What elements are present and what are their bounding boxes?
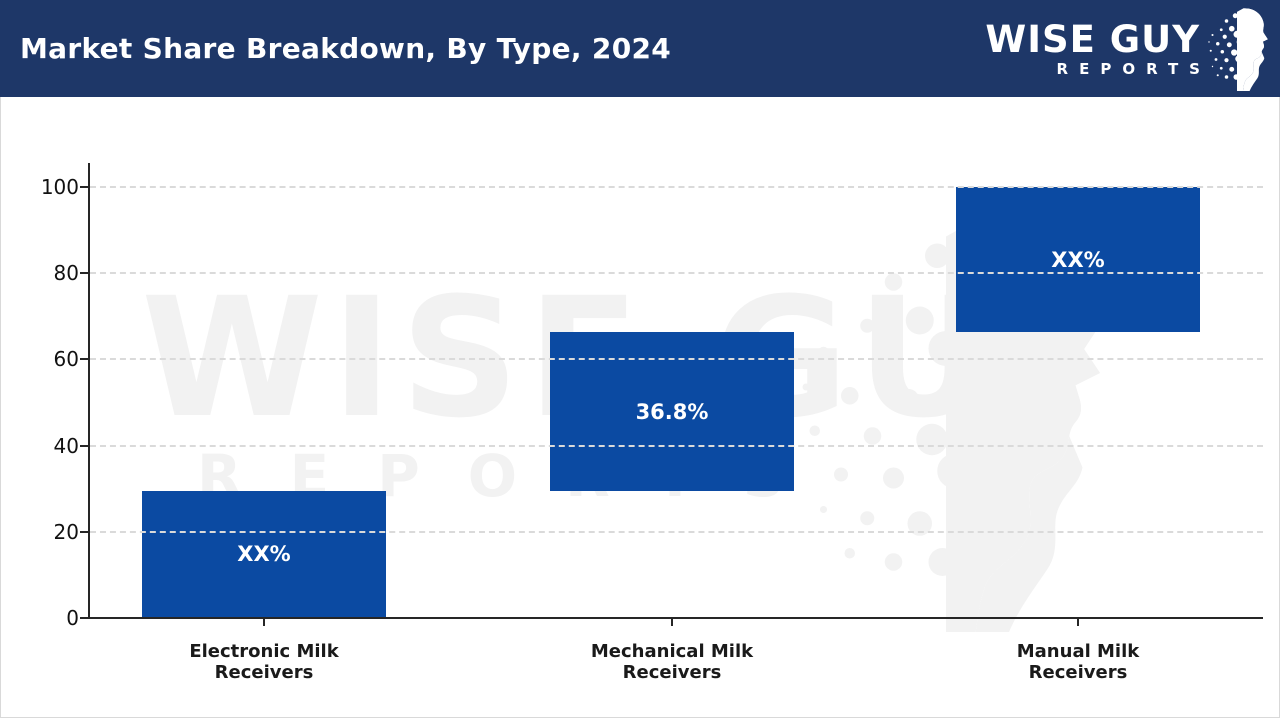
y-tick-label-60: 60 xyxy=(53,347,79,372)
gridline-40 xyxy=(90,444,1263,447)
y-tick-mark-100 xyxy=(80,186,88,188)
gridline-20 xyxy=(90,530,1263,533)
gridline-80 xyxy=(90,272,1263,275)
bar-value-label: 36.8% xyxy=(635,399,709,424)
x-category-label-line: Receivers xyxy=(1028,662,1128,683)
header-bar: Market Share Breakdown, By Type, 2024 WI… xyxy=(0,0,1280,97)
x-category-label-line: Receivers xyxy=(622,662,722,683)
x-tick-mark-2 xyxy=(671,619,673,626)
brand-name: WISE GUY xyxy=(985,17,1200,61)
brand-subtitle: REPORTS xyxy=(1056,59,1211,78)
x-category-label: Mechanical Milk Receivers xyxy=(522,641,822,683)
y-tick-mark-60 xyxy=(80,358,88,361)
x-category-label-line: Receivers xyxy=(214,662,314,683)
x-axis-line xyxy=(88,617,1263,619)
chart-area: WISE GUY REPORTS XX% 36.8% XX% 0 20 40 60 80 10… xyxy=(0,97,1280,718)
wise-guy-face-icon xyxy=(1202,7,1272,92)
bar-3 xyxy=(956,187,1200,333)
plot-region: XX% 36.8% XX% xyxy=(90,186,1263,618)
y-tick-mark-0 xyxy=(80,617,88,619)
y-tick-mark-20 xyxy=(80,530,88,533)
bar-value-label: XX% xyxy=(237,542,291,567)
gridline-100 xyxy=(90,186,1263,188)
gridline-60 xyxy=(90,358,1263,361)
bar-1 xyxy=(142,490,386,618)
y-tick-label-40: 40 xyxy=(53,433,79,458)
x-category-label-line: Mechanical Milk xyxy=(590,641,754,662)
y-tick-label-20: 20 xyxy=(53,519,79,544)
brand-logo-text: WISE GUY REPORTS xyxy=(985,17,1200,78)
x-category-label: Manual Milk Receivers xyxy=(928,641,1228,683)
x-category-label: Electronic Milk Receivers xyxy=(114,641,414,683)
y-tick-mark-40 xyxy=(80,444,88,447)
y-tick-label-80: 80 xyxy=(53,261,79,286)
y-tick-mark-80 xyxy=(80,272,88,275)
x-category-label-line: Electronic Milk xyxy=(189,641,339,662)
y-tick-label-100: 100 xyxy=(40,175,79,199)
y-tick-label-0: 0 xyxy=(66,606,79,630)
x-tick-mark-3 xyxy=(1077,619,1079,626)
brand-logo: WISE GUY REPORTS xyxy=(985,6,1272,92)
x-tick-mark-1 xyxy=(263,619,265,626)
y-axis-line xyxy=(88,163,90,619)
bar-value-label: XX% xyxy=(1051,247,1105,272)
page-title: Market Share Breakdown, By Type, 2024 xyxy=(20,32,672,65)
x-category-label-line: Manual Milk xyxy=(1016,641,1140,662)
